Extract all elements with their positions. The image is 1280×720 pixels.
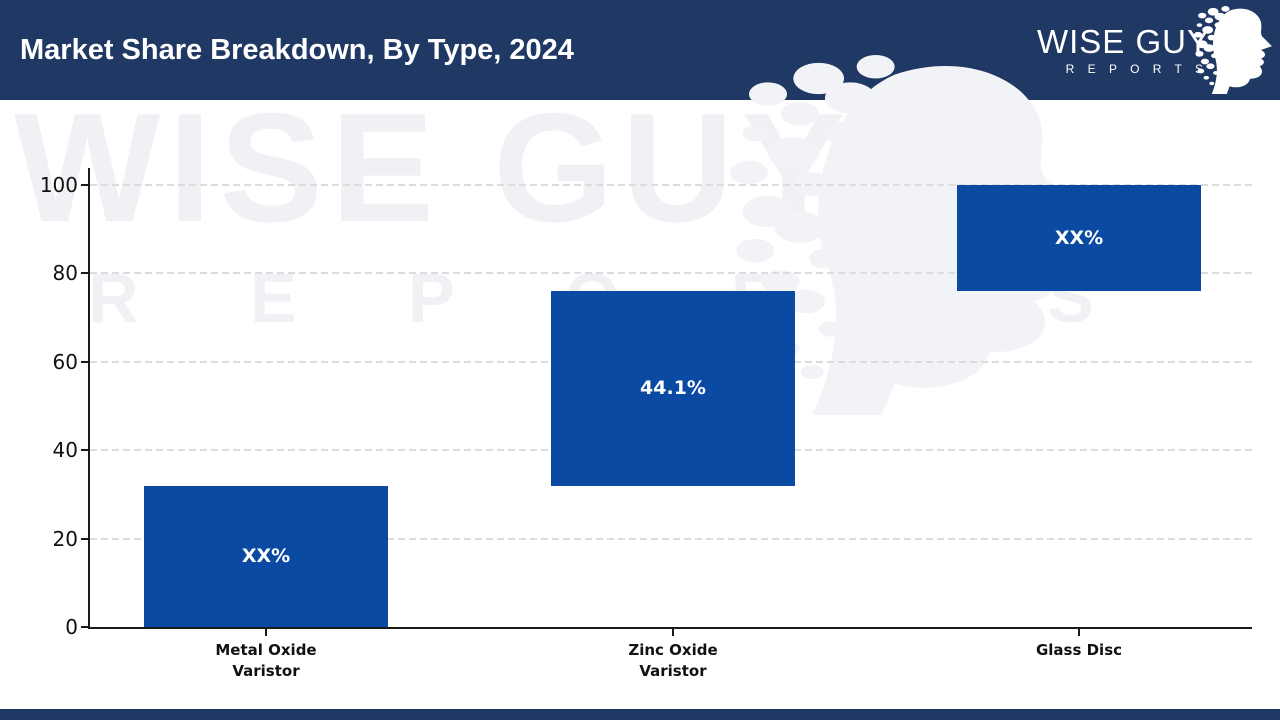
- gridline-y-80: [90, 272, 1252, 275]
- x-axis-category-label-line: Varistor: [639, 662, 707, 680]
- x-axis-category-label: Metal Oxide Varistor: [146, 640, 386, 682]
- x-axis-category-label-line: Varistor: [232, 662, 300, 680]
- header-bar: Market Share Breakdown, By Type, 2024 WI…: [0, 0, 1280, 100]
- y-axis-tick-label: 60: [52, 349, 78, 374]
- footer-bar: [0, 709, 1280, 720]
- y-axis-tick-label: 40: [52, 438, 78, 463]
- x-axis-category-label-line: Glass Disc: [1035, 641, 1123, 659]
- x-axis-category-label: Glass Disc: [959, 640, 1199, 661]
- x-axis-tick-mark: [672, 627, 674, 636]
- bar-glass-disc: XX%: [957, 185, 1201, 291]
- x-axis-category-label-line: Zinc Oxide: [628, 641, 718, 659]
- bar-zinc-oxide-varistor: 44.1%: [551, 290, 795, 486]
- chart-plot-area: 0 20 40 60 80 100 XX% 44.1% XX% Metal Oxide Varist…: [40, 168, 1252, 680]
- y-axis-tick-mark: [81, 449, 88, 452]
- page-title: Market Share Breakdown, By Type, 2024: [20, 33, 574, 66]
- bar-value-label: 44.1%: [640, 377, 706, 400]
- y-axis-tick-mark: [81, 537, 88, 540]
- gridline-y-100: [90, 184, 1252, 186]
- y-axis-tick-mark: [81, 184, 88, 186]
- wise-guy-reports-logo: WISE GUY R E P O R T S: [1037, 6, 1276, 94]
- y-axis-tick-mark: [81, 272, 88, 275]
- x-axis-tick-mark: [265, 627, 267, 636]
- y-axis-tick-mark: [81, 360, 88, 363]
- bar-metal-oxide-varistor: XX%: [144, 485, 388, 627]
- bar-value-label: XX%: [1054, 226, 1104, 249]
- x-axis-category-label-line: Metal Oxide: [215, 641, 317, 659]
- y-axis-tick-label: 0: [65, 615, 78, 639]
- logo-text: WISE GUY R E P O R T S: [1036, 22, 1210, 76]
- logo-subtitle: R E P O R T S: [1065, 61, 1208, 76]
- logo-wordmark: WISE GUY: [1036, 22, 1210, 60]
- bar-value-label: XX%: [241, 545, 291, 568]
- gridline-y-20: [90, 537, 1252, 540]
- y-axis-tick-label: 80: [52, 261, 78, 286]
- x-axis-tick-mark: [1078, 627, 1080, 636]
- x-axis-category-label: Zinc Oxide Varistor: [553, 640, 793, 682]
- y-axis-tick-label: 20: [52, 526, 78, 551]
- y-axis-tick-label: 100: [39, 173, 78, 197]
- logo-head-icon: [1194, 6, 1276, 94]
- y-axis-tick-mark: [81, 626, 88, 628]
